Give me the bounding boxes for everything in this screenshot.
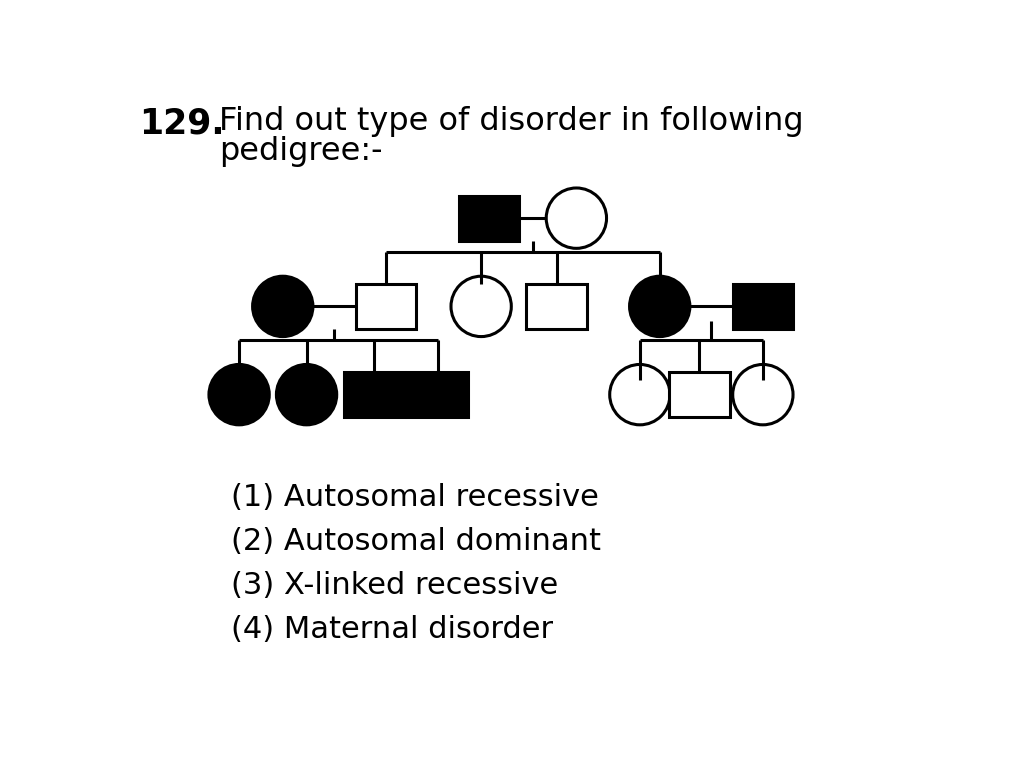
Bar bbox=[355, 284, 416, 329]
Ellipse shape bbox=[609, 364, 670, 425]
Ellipse shape bbox=[451, 277, 511, 337]
Bar bbox=[733, 284, 793, 329]
Ellipse shape bbox=[209, 364, 269, 425]
Ellipse shape bbox=[276, 364, 337, 425]
Ellipse shape bbox=[253, 277, 313, 337]
Text: 129.: 129. bbox=[139, 106, 224, 141]
Bar bbox=[526, 284, 587, 329]
Text: (2) Autosomal dominant: (2) Autosomal dominant bbox=[231, 527, 601, 556]
Text: (1) Autosomal recessive: (1) Autosomal recessive bbox=[231, 483, 599, 512]
Bar bbox=[459, 196, 519, 241]
Ellipse shape bbox=[546, 188, 606, 248]
Text: (4) Maternal disorder: (4) Maternal disorder bbox=[231, 615, 553, 644]
Text: Find out type of disorder in following: Find out type of disorder in following bbox=[219, 106, 804, 138]
Text: (3) X-linked recessive: (3) X-linked recessive bbox=[231, 571, 558, 601]
Bar bbox=[408, 372, 468, 417]
Bar bbox=[344, 372, 404, 417]
Ellipse shape bbox=[630, 277, 690, 337]
Ellipse shape bbox=[733, 364, 793, 425]
Text: pedigree:-: pedigree:- bbox=[219, 136, 383, 167]
Bar bbox=[670, 372, 729, 417]
